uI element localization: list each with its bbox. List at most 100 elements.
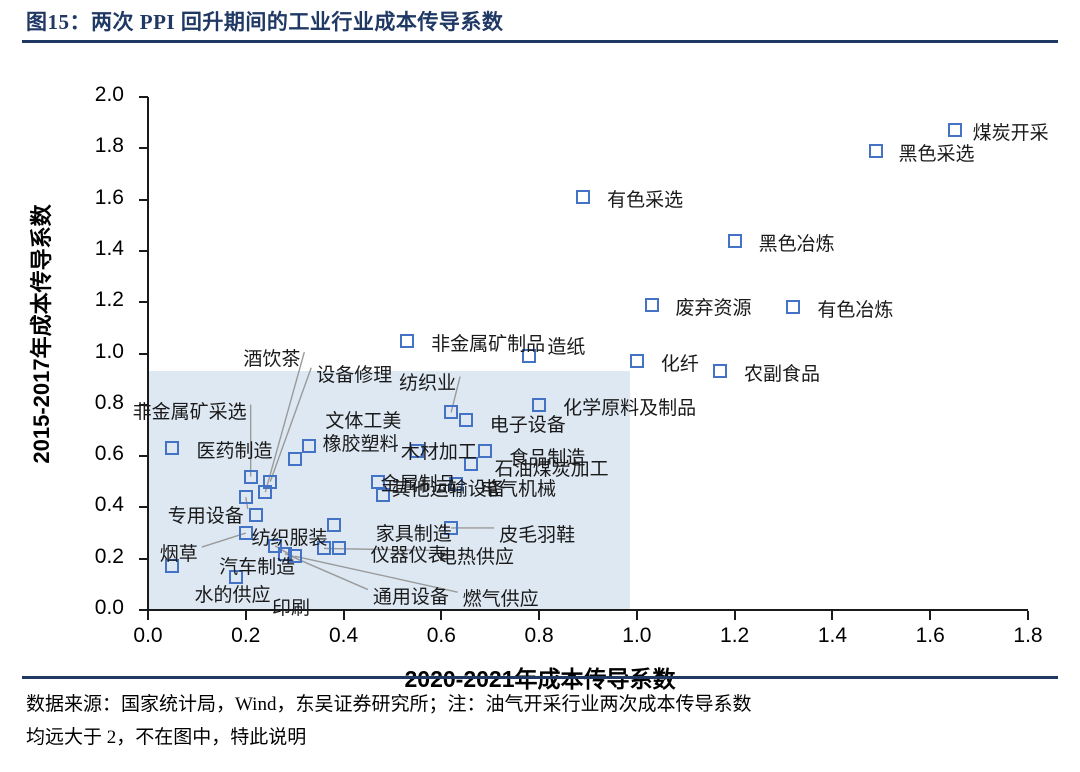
y-axis-line: [147, 97, 149, 611]
scatter-chart: 煤炭开采 黑色采选 有色采选 黑色冶炼 废弃资源 有色冶炼 非金属矿制品 造纸 化纤 农副食品 化学…: [0, 48, 1080, 692]
x-axis-tick-label: 0.6: [426, 624, 456, 647]
x-axis-tick: [1027, 611, 1029, 620]
scatter-marker[interactable]: [532, 397, 547, 412]
scatter-marker[interactable]: [263, 474, 278, 489]
scatter-point-label: 纺织服装: [251, 528, 328, 550]
scatter-marker[interactable]: [317, 541, 331, 556]
scatter-point-label: 煤炭开采: [972, 123, 1049, 145]
scatter-marker[interactable]: [238, 490, 253, 505]
scatter-point-label: 文体工美: [325, 410, 402, 432]
scatter-marker[interactable]: [326, 518, 341, 533]
scatter-marker[interactable]: [400, 333, 415, 348]
y-axis-tick: [139, 455, 148, 458]
x-axis-tick: [635, 611, 638, 620]
scatter-marker[interactable]: [277, 546, 292, 561]
scatter-marker[interactable]: [238, 526, 253, 541]
x-axis-tick: [831, 611, 834, 620]
scatter-marker[interactable]: [463, 456, 478, 471]
scatter-marker[interactable]: [576, 190, 591, 205]
y-axis-tick-label: 2.0: [94, 83, 124, 106]
scatter-marker[interactable]: [243, 469, 258, 484]
x-axis-tick-label: 0.2: [231, 624, 261, 647]
x-axis-line: [147, 609, 1028, 611]
scatter-marker[interactable]: [786, 300, 801, 315]
scatter-point-label: 电气机械: [480, 479, 557, 501]
scatter-point-label: 纺织业: [399, 373, 457, 395]
source-line-2: 均远大于 2，不在图中，特此说明: [26, 727, 307, 749]
scatter-marker[interactable]: [444, 405, 459, 420]
footer-divider: [22, 676, 1058, 679]
scatter-point-label: 酒饮茶: [243, 349, 301, 370]
x-axis-tick-label: 1.8: [1013, 624, 1043, 647]
scatter-marker[interactable]: [287, 451, 302, 466]
scatter-point-label: 废弃资源: [675, 297, 752, 319]
scatter-point-label: 印刷: [272, 593, 310, 620]
figure-title-block: 图15：两次 PPI 回升期间的工业行业成本传导系数: [0, 0, 1080, 44]
scatter-point-label: 有色采选: [607, 190, 684, 212]
scatter-marker[interactable]: [449, 477, 463, 492]
scatter-point-label: 黑色冶炼: [758, 233, 835, 255]
scatter-point-label: 燃气供应: [462, 589, 539, 611]
scatter-point-label: 食品制造: [509, 447, 586, 469]
scatter-marker[interactable]: [268, 538, 283, 553]
page-title: 图15：两次 PPI 回升期间的工业行业成本传导系数: [26, 10, 504, 34]
scatter-marker[interactable]: [478, 443, 493, 458]
x-axis-tick-label: 0.0: [133, 624, 163, 647]
scatter-marker[interactable]: [331, 541, 346, 556]
scatter-point-label: 烟草: [159, 544, 198, 566]
scatter-marker[interactable]: [869, 143, 884, 158]
scatter-marker[interactable]: [644, 297, 659, 312]
y-axis-tick-label: 1.8: [94, 134, 124, 158]
scatter-marker[interactable]: [229, 569, 243, 584]
scatter-marker[interactable]: [409, 443, 424, 458]
scatter-point-label: 其他运输设备: [391, 478, 506, 500]
x-axis-tick-label: 1.0: [622, 624, 652, 647]
scatter-marker[interactable]: [629, 354, 644, 369]
scatter-point-label: 橡胶塑料: [322, 433, 399, 455]
source-line-1: 数据来源：国家统计局，Wind，东吴证券研究所；注：油气开采行业两次成本传导系数: [26, 694, 752, 715]
y-axis-tick: [139, 609, 148, 611]
scatter-marker[interactable]: [713, 364, 727, 379]
scatter-point-label: 设备修理: [316, 364, 393, 386]
y-axis-tick: [139, 96, 148, 98]
y-axis-label: 2015-2017年成本传导系数: [29, 204, 54, 464]
scatter-point-label: 化纤: [660, 354, 699, 376]
y-axis-tick: [139, 147, 148, 150]
scatter-point-label: 石油煤炭加工: [494, 458, 609, 480]
scatter-point-label: 汽车制造: [219, 556, 296, 578]
scatter-marker[interactable]: [165, 559, 180, 574]
y-axis-tick: [139, 403, 148, 406]
y-axis-tick-label: 1.0: [94, 339, 124, 363]
scatter-point-label: 非金属矿采选: [132, 401, 247, 423]
y-axis-tick: [139, 352, 148, 355]
scatter-marker[interactable]: [727, 233, 742, 248]
x-axis-tick-label: 1.6: [915, 624, 945, 647]
figure-source-note: 数据来源：国家统计局，Wind，东吴证券研究所；注：油气开采行业两次成本传导系数…: [26, 688, 1056, 755]
scatter-marker[interactable]: [258, 485, 273, 499]
scatter-marker[interactable]: [947, 123, 962, 138]
scatter-point-label: 水的供应: [194, 585, 271, 607]
scatter-marker[interactable]: [370, 474, 385, 489]
scatter-marker[interactable]: [302, 438, 317, 453]
x-axis-tick-label: 0.8: [524, 624, 554, 647]
y-axis-tick-label: 1.2: [94, 288, 124, 312]
scatter-marker[interactable]: [522, 349, 537, 364]
x-axis-tick: [538, 611, 541, 620]
scatter-marker[interactable]: [287, 549, 302, 564]
scatter-marker[interactable]: [444, 520, 459, 535]
y-axis-tick-label: 1.6: [94, 185, 124, 209]
y-axis-tick: [139, 506, 148, 509]
x-axis-tick-label: 0.4: [328, 624, 359, 647]
scatter-marker[interactable]: [458, 413, 473, 428]
x-axis-tick: [733, 611, 736, 620]
y-axis-tick-label: 0.0: [94, 596, 124, 619]
scatter-point-label: 农副食品: [744, 364, 821, 386]
x-axis-tick: [440, 611, 443, 620]
scatter-marker[interactable]: [165, 441, 180, 456]
y-axis-tick: [139, 557, 148, 560]
scatter-point-label: 皮毛羽鞋: [499, 524, 576, 546]
x-axis-tick: [147, 611, 149, 620]
scatter-marker[interactable]: [248, 508, 263, 523]
x-axis-tick-label: 1.4: [817, 624, 848, 647]
